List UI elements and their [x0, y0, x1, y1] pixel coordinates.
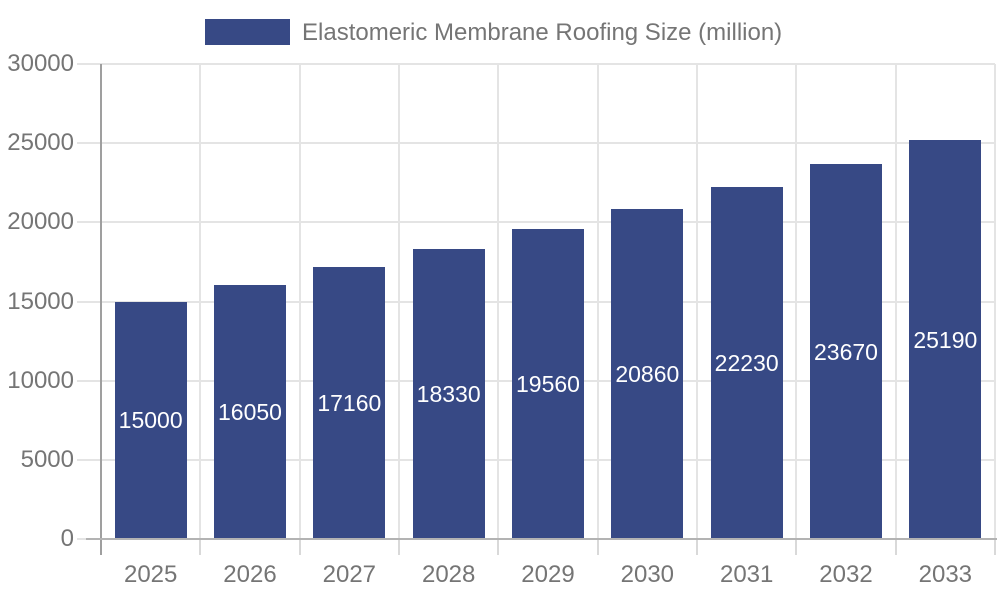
- x-axis-tick-label: 2032: [819, 561, 873, 588]
- gridline-horizontal: [77, 142, 995, 145]
- bar-2033: [909, 140, 982, 539]
- bar-value-label: 19560: [516, 371, 580, 398]
- x-axis-tick-label: 2030: [620, 561, 675, 588]
- gridline-vertical: [398, 64, 400, 539]
- bar-value-label: 25190: [913, 326, 978, 353]
- bar-2032: [810, 164, 882, 539]
- gridline-horizontal: [77, 63, 995, 65]
- gridline-vertical: [994, 64, 996, 539]
- gridline-vertical: [894, 64, 897, 539]
- bar-value-label: 16050: [218, 398, 282, 425]
- bar-2027: [313, 267, 386, 539]
- legend-swatch-icon: [205, 19, 290, 45]
- y-axis-tick-label: 30000: [7, 50, 74, 77]
- x-axis-tick-label: 2029: [521, 561, 575, 588]
- bar-2026: [214, 284, 286, 539]
- bar-value-label: 17160: [317, 390, 382, 417]
- x-axis-tick-label: 2026: [223, 561, 277, 588]
- x-axis-tick-label: 2028: [421, 561, 476, 588]
- x-axis-tick: [795, 540, 798, 555]
- gridline-horizontal: [77, 221, 995, 224]
- bar-2025: [114, 301, 187, 539]
- y-axis-tick-label: 10000: [7, 366, 74, 394]
- gridline-vertical: [497, 64, 500, 539]
- y-axis-line: [100, 64, 102, 555]
- bar-2029: [512, 229, 584, 539]
- x-axis-tick-label: 2025: [123, 561, 178, 588]
- bar-value-label: 18330: [416, 380, 481, 407]
- x-axis-tick: [894, 540, 897, 555]
- x-axis-tick: [199, 540, 202, 555]
- x-axis-tick: [596, 540, 599, 555]
- bar-value-label: 22230: [714, 350, 779, 376]
- y-axis-tick-label: 20000: [7, 208, 74, 236]
- bar-value-label: 23670: [814, 338, 878, 365]
- x-axis-tick: [994, 540, 996, 555]
- gridline-vertical: [596, 64, 599, 539]
- x-axis-tick: [696, 540, 698, 555]
- x-axis-tick: [398, 540, 400, 555]
- gridline-vertical: [199, 64, 202, 539]
- gridline-vertical: [795, 64, 798, 539]
- legend-label: Elastomeric Membrane Roofing Size (milli…: [302, 19, 783, 46]
- gridline-vertical: [298, 64, 301, 539]
- bar-2031: [710, 187, 783, 539]
- x-axis-tick: [298, 540, 301, 555]
- x-axis-tick-label: 2027: [322, 561, 377, 588]
- y-axis-tick-label: 25000: [7, 129, 74, 157]
- x-axis-tick-label: 2033: [918, 561, 973, 588]
- bar-2028: [412, 248, 485, 539]
- bar-2030: [611, 208, 684, 539]
- y-axis-tick-label: 15000: [7, 287, 74, 315]
- x-axis-tick-label: 2031: [719, 561, 774, 588]
- bar-value-label: 20860: [615, 360, 680, 387]
- bar-value-label: 15000: [118, 407, 183, 434]
- y-axis-tick-label: 5000: [20, 445, 74, 473]
- x-axis-line: [86, 538, 997, 540]
- y-axis-tick-label: 0: [60, 525, 74, 552]
- gridline-vertical: [696, 64, 698, 539]
- x-axis-tick: [497, 540, 500, 555]
